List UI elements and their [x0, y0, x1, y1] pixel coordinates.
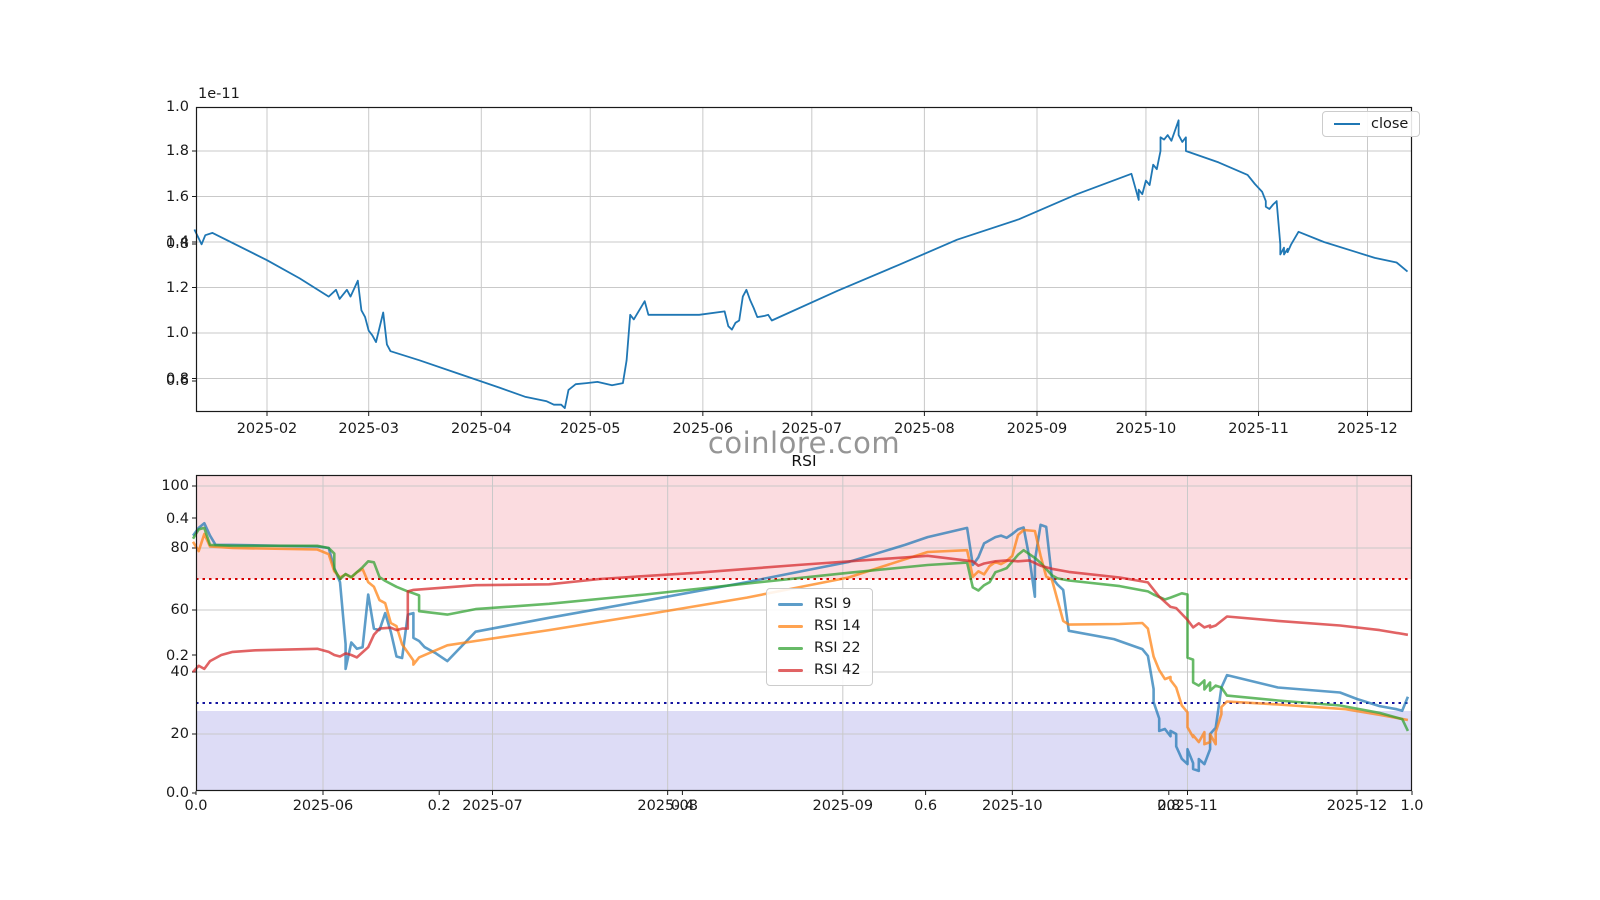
price-y-tick-label: 1.6 — [165, 188, 189, 205]
price-y-tick-label: 1.2 — [165, 279, 189, 296]
rsi-y-tick-label: 20 — [170, 726, 189, 742]
price-x-tick-label: 2025-12 — [1337, 421, 1398, 437]
rsi-y-tick-label: 40 — [170, 664, 189, 680]
rsi-legend-swatch — [778, 602, 803, 606]
price-x-tick-label: 2025-11 — [1228, 421, 1289, 437]
price-y-tick-label: 1.8 — [165, 143, 189, 159]
rsi-legend-swatch — [778, 668, 803, 672]
price-x-tick-label: 2025-09 — [1006, 421, 1068, 437]
rsi-legend-item: RSI 22 — [778, 640, 861, 656]
price-x-tick-label: 2025-02 — [236, 421, 298, 437]
price-y-tick-label: 0.8 — [165, 370, 189, 387]
rsi-x-tick-label: 2025-08 — [637, 798, 698, 814]
overlay-x-tick-label: 1.0 — [1400, 798, 1424, 814]
rsi-legend-swatch — [778, 624, 803, 628]
rsi-legend-label: RSI 9 — [814, 596, 852, 612]
price-legend-label: close — [1371, 116, 1409, 132]
overlay-y-tick-label: 0.4 — [165, 510, 189, 527]
overlay-x-tick-label: 0.2 — [427, 798, 451, 814]
rsi-x-tick-label: 2025-06 — [292, 798, 354, 814]
rsi-x-tick-label: 2025-09 — [812, 798, 874, 814]
price-line-chart — [192, 106, 1413, 416]
overlay-y-tick-label: 0.0 — [165, 785, 189, 801]
rsi-legend-label: RSI 42 — [814, 662, 861, 678]
overlay-x-tick-label: 0.0 — [184, 798, 208, 814]
overlay-x-tick-label: 0.6 — [914, 798, 938, 814]
close-line-swatch — [1334, 123, 1360, 125]
price-x-tick-label: 2025-08 — [894, 421, 955, 437]
rsi-x-tick-label: 2025-07 — [462, 798, 523, 814]
price-x-tick-label: 2025-06 — [672, 421, 734, 437]
overlay-y-tick-label: 0.2 — [165, 647, 189, 664]
price-y-tick-label: 1.4 — [165, 234, 189, 250]
rsi-line-chart — [191, 474, 1413, 795]
overlay-y-tick-label: 0.6 — [165, 373, 189, 390]
rsi-legend-swatch — [778, 646, 803, 650]
rsi-y-tick-label: 100 — [161, 478, 189, 494]
rsi-y-tick-label: 80 — [170, 540, 189, 556]
price-x-tick-label: 2025-07 — [781, 421, 843, 437]
rsi-chart-title: RSI — [791, 452, 817, 470]
overlay-x-tick-label: 0.8 — [1157, 798, 1181, 814]
rsi-x-tick-label: 2025-12 — [1326, 798, 1388, 814]
overlay-y-tick-label: 0.8 — [165, 236, 189, 253]
rsi-legend-label: RSI 22 — [814, 640, 861, 656]
rsi-legend-item: RSI 42 — [778, 662, 861, 678]
rsi-legend-item: RSI 14 — [778, 618, 861, 634]
price-x-tick-label: 2025-04 — [450, 421, 512, 437]
rsi-x-tick-label: 2025-10 — [982, 798, 1043, 814]
rsi-legend-label: RSI 14 — [814, 618, 861, 634]
rsi-legend: RSI 9 RSI 14 RSI 22 RSI 42 — [766, 588, 873, 686]
overlay-x-tick-label: 0.4 — [670, 798, 694, 814]
y-axis-offset-label: 1e-11 — [198, 86, 240, 102]
price-x-tick-label: 2025-03 — [338, 421, 399, 437]
price-legend: close — [1322, 111, 1421, 137]
price-x-tick-label: 2025-05 — [559, 421, 621, 437]
overlay-y-tick-label: 1.0 — [165, 99, 189, 115]
watermark: coinlore.com — [707, 426, 901, 460]
rsi-chart-plot-area: RSI 9 RSI 14 RSI 22 RSI 42 — [191, 474, 1413, 795]
rsi-legend-item: RSI 9 — [778, 596, 861, 612]
price-y-tick-label: 1.0 — [165, 325, 189, 341]
price-x-tick-label: 2025-10 — [1115, 421, 1177, 437]
price-chart-plot-area: close — [192, 106, 1421, 416]
rsi-x-tick-label: 2025-11 — [1157, 798, 1218, 814]
rsi-y-tick-label: 60 — [170, 602, 189, 618]
